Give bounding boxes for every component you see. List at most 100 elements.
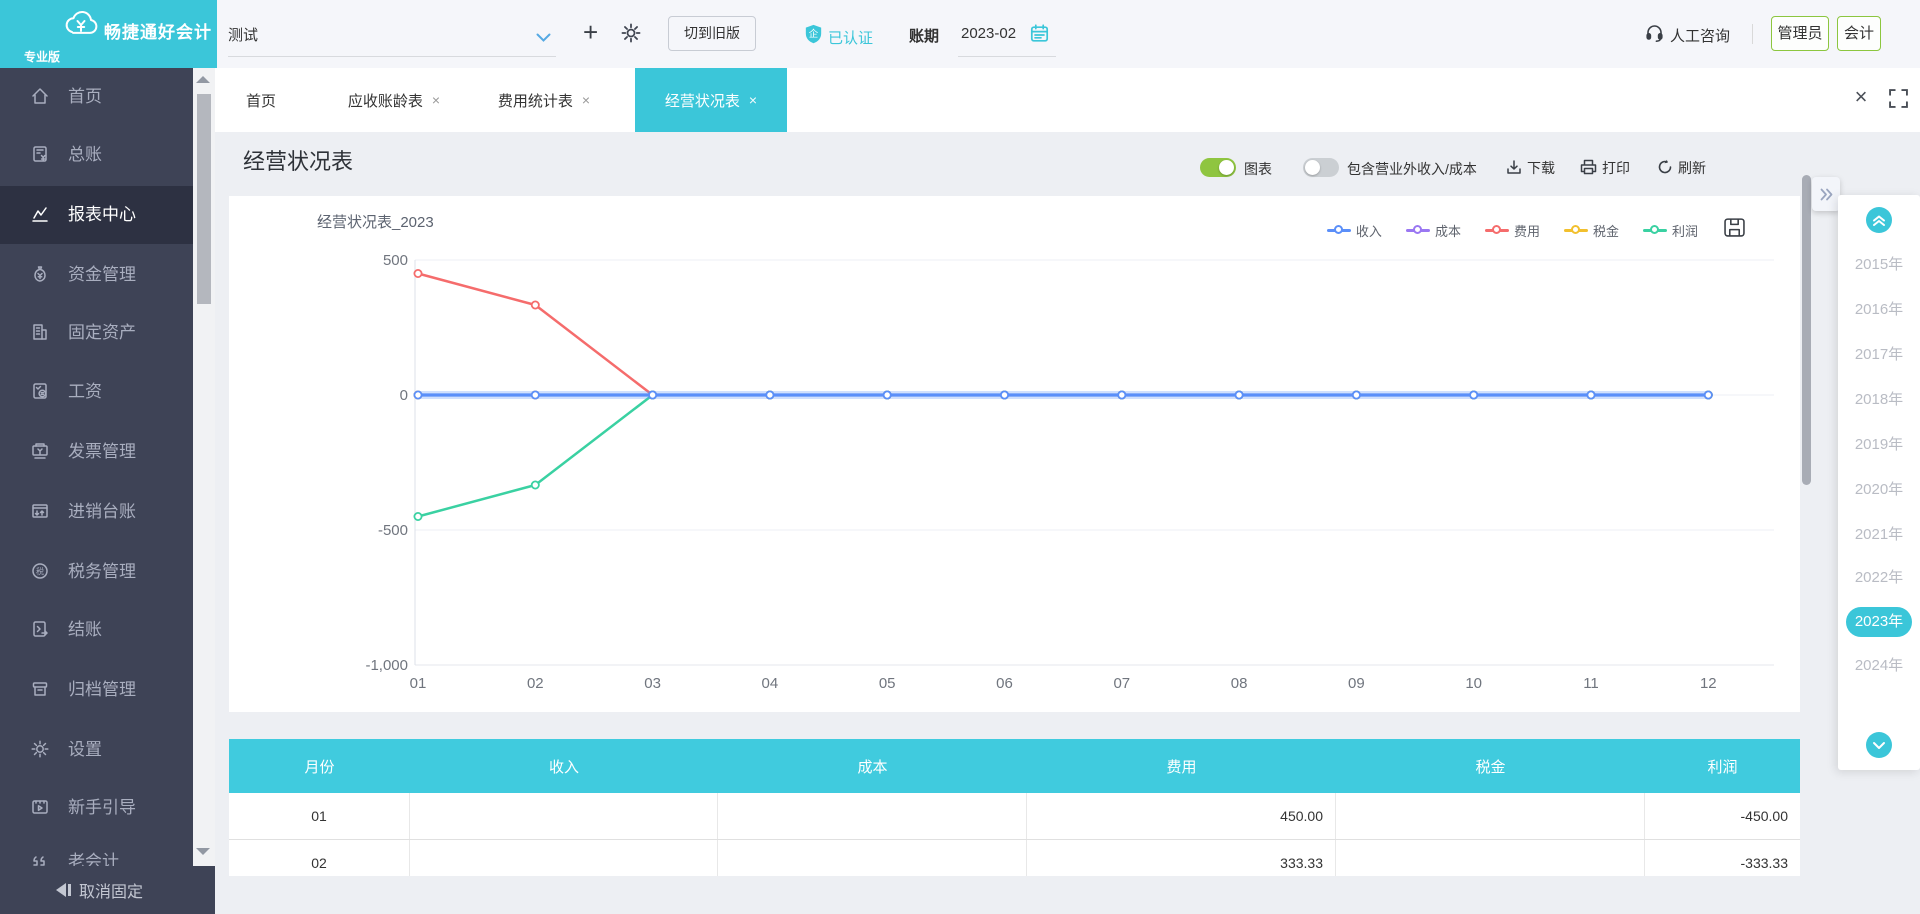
legend-marker <box>1642 225 1667 235</box>
sidebar-item-guide[interactable]: 新手引导 <box>0 779 193 837</box>
legend-label: 收入 <box>1355 223 1382 239</box>
chart-toggle[interactable] <box>1200 158 1236 177</box>
tab-close-icon[interactable]: × <box>748 92 758 108</box>
download-button[interactable]: 下载 <box>1506 158 1555 178</box>
year-item-2015年[interactable]: 2015年 <box>1854 256 1904 273</box>
legend-item-收入[interactable]: 收入 <box>1326 221 1382 240</box>
tab-label: 经营状况表 <box>664 92 740 110</box>
tab-应收账龄表[interactable]: 应收账龄表 × <box>332 68 456 132</box>
unpin-sidebar-button[interactable]: 取消固定 <box>0 866 215 914</box>
chart-toggle-label: 图表 <box>1244 161 1272 177</box>
tab-费用统计表[interactable]: 费用统计表 × <box>482 68 606 132</box>
year-item-2018年[interactable]: 2018年 <box>1854 391 1904 408</box>
print-button[interactable]: 打印 <box>1580 158 1630 178</box>
legend-item-税金[interactable]: 税金 <box>1563 221 1619 240</box>
sidebar-item-closing[interactable]: 结账 <box>0 601 193 659</box>
column-header-费用: 费用 <box>1166 758 1197 776</box>
table-cell <box>718 793 1027 839</box>
chevron-down-icon[interactable] <box>536 29 551 47</box>
year-scroll-up-button[interactable] <box>1866 207 1892 233</box>
svg-text:02: 02 <box>527 675 544 692</box>
report-icon <box>30 204 50 224</box>
sidebar-item-invoice[interactable]: 发票管理 <box>0 423 193 481</box>
sidebar-item-home[interactable]: 首页 <box>0 68 193 126</box>
refresh-button[interactable]: 刷新 <box>1657 158 1706 178</box>
save-chart-icon[interactable] <box>1724 218 1745 242</box>
column-header-税金: 税金 <box>1475 758 1506 776</box>
table-header-row: 月份 收入 成本 费用 税金 利润 <box>229 739 1800 793</box>
legend-label: 费用 <box>1513 223 1540 239</box>
role-accountant-button[interactable]: 会计 <box>1837 16 1881 51</box>
year-panel-collapse-button[interactable] <box>1812 177 1840 211</box>
include-nonoperating-toggle[interactable] <box>1303 158 1339 177</box>
sidebar-item-report[interactable]: 报表中心 <box>0 186 193 244</box>
tab-close-icon[interactable]: × <box>431 92 441 108</box>
year-item-2022年[interactable]: 2022年 <box>1854 569 1904 586</box>
sidebar-scroll-down-arrow[interactable] <box>196 848 210 855</box>
sidebar-item-label: 设置 <box>68 740 102 759</box>
year-item-2024年[interactable]: 2024年 <box>1854 657 1904 674</box>
chart-legend: 收入 成本 费用 税金 利润 <box>1326 218 1745 242</box>
tab-经营状况表[interactable]: 经营状况表 × <box>635 68 787 132</box>
sidebar-item-archive[interactable]: 归档管理 <box>0 661 193 719</box>
svg-text:01: 01 <box>410 675 427 692</box>
headset-icon <box>1645 23 1664 47</box>
year-item-2021年[interactable]: 2021年 <box>1854 526 1904 543</box>
sidebar-item-settings[interactable]: 设置 <box>0 721 193 779</box>
sidebar-item-tax[interactable]: 税 税务管理 <box>0 543 193 601</box>
content-scroll-thumb[interactable] <box>1802 175 1811 485</box>
year-scroll-down-button[interactable] <box>1866 732 1892 758</box>
salary-icon <box>30 381 50 401</box>
sidebar-item-salary[interactable]: 工资 <box>0 363 193 421</box>
year-item-2019年[interactable]: 2019年 <box>1854 436 1904 453</box>
tab-close-icon[interactable]: × <box>581 92 591 108</box>
account-selector[interactable]: 测试 <box>228 27 259 44</box>
sidebar-item-label: 税务管理 <box>68 562 136 581</box>
tab-label: 应收账龄表 <box>347 92 423 110</box>
sidebar-scroll-up-arrow[interactable] <box>196 76 210 83</box>
printer-icon <box>1580 159 1597 178</box>
add-account-button[interactable]: + <box>583 17 599 47</box>
table-cell: 450.00 <box>1027 793 1336 839</box>
cloud-logo-icon <box>62 8 100 47</box>
sidebar-scroll-thumb[interactable] <box>197 94 211 304</box>
legend-item-利润[interactable]: 利润 <box>1642 221 1698 240</box>
year-selector-panel: 2015年 2016年 2017年 2018年 2019年 2020年 2021年 2022年… <box>1838 195 1920 770</box>
fullscreen-icon[interactable] <box>1889 89 1908 113</box>
sidebar-item-label: 发票管理 <box>68 442 136 461</box>
support-link[interactable]: 人工咨询 <box>1645 23 1730 47</box>
period-label: 账期 <box>909 28 940 45</box>
role-admin-button[interactable]: 管理员 <box>1771 16 1829 51</box>
close-tabs-icon[interactable]: × <box>1854 84 1868 109</box>
calendar-icon[interactable] <box>1030 24 1049 48</box>
sidebar-item-trade[interactable]: 进销台账 <box>0 483 193 541</box>
sidebar-item-assets[interactable]: 固定资产 <box>0 304 193 362</box>
sidebar-item-funds[interactable]: 资金管理 <box>0 246 193 304</box>
monthly-summary-table: 月份 收入 成本 费用 税金 利润 01 450.00 -450.00 02 333.33 -333… <box>229 739 1800 876</box>
year-item-2016年[interactable]: 2016年 <box>1854 301 1904 318</box>
switch-to-old-version-button[interactable]: 切到旧版 <box>668 16 756 51</box>
table-cell: 01 <box>229 793 410 839</box>
sidebar-scrollbar <box>193 68 215 866</box>
double-chevron-up-icon <box>1873 215 1885 226</box>
svg-text:税: 税 <box>36 566 44 576</box>
tab-home[interactable]: 首页 <box>230 68 292 132</box>
refresh-label: 刷新 <box>1678 160 1706 176</box>
year-item-2017年[interactable]: 2017年 <box>1854 346 1904 363</box>
sidebar-item-label: 报表中心 <box>68 205 136 224</box>
legend-item-费用[interactable]: 费用 <box>1484 221 1540 240</box>
year-item-2023年[interactable]: 2023年 <box>1846 607 1912 637</box>
expert-icon <box>30 851 50 871</box>
period-value[interactable]: 2023-02 <box>961 25 1017 42</box>
gear-icon[interactable] <box>620 22 642 49</box>
print-label: 打印 <box>1602 160 1630 176</box>
svg-text:08: 08 <box>1231 675 1248 692</box>
sidebar-item-ledger[interactable]: 总账 <box>0 126 193 184</box>
tab-label: 费用统计表 <box>497 92 573 110</box>
legend-item-成本[interactable]: 成本 <box>1405 221 1461 240</box>
trade-icon <box>30 501 50 521</box>
svg-text:-500: -500 <box>378 522 408 539</box>
chevron-down-icon <box>1873 741 1885 749</box>
year-item-2020年[interactable]: 2020年 <box>1854 481 1904 498</box>
